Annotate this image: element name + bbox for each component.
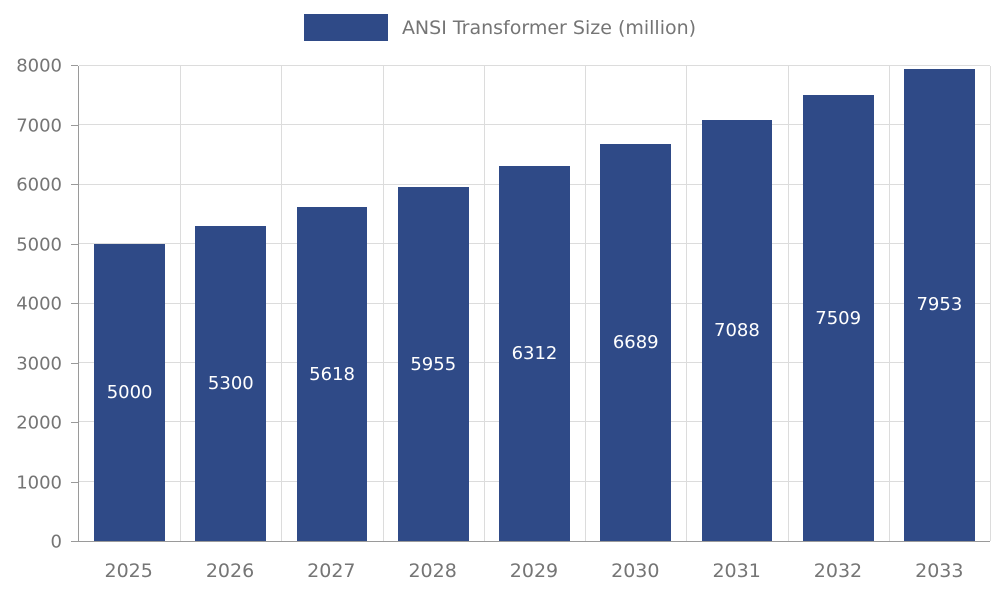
x-axis: 2025 2026 2027 2028 2029 2030 2031 2032 2033 bbox=[78, 550, 990, 592]
y-tick-label: 0 bbox=[50, 531, 62, 553]
bar-band: 7088 bbox=[686, 66, 787, 541]
bar-2028: 5955 bbox=[397, 187, 469, 541]
x-tick-label: 2026 bbox=[205, 560, 255, 582]
v-gridline bbox=[483, 66, 485, 541]
legend-swatch bbox=[303, 14, 388, 41]
y-tick-label: 4000 bbox=[16, 293, 62, 315]
bar-band: 5618 bbox=[281, 66, 382, 541]
bar-band: 7953 bbox=[889, 66, 990, 541]
y-tick-mark bbox=[71, 422, 78, 423]
bar-2030: 6689 bbox=[600, 143, 672, 541]
bar-band: 7509 bbox=[788, 66, 889, 541]
y-tick-label: 2000 bbox=[16, 412, 62, 434]
h-gridline bbox=[79, 65, 990, 66]
bar-2027: 5618 bbox=[296, 207, 368, 541]
h-gridline bbox=[79, 124, 990, 126]
v-gridline bbox=[686, 66, 688, 541]
bar-band: 5955 bbox=[383, 66, 484, 541]
y-tick-mark bbox=[71, 243, 78, 245]
bar-2026: 5300 bbox=[195, 226, 267, 541]
bar-value-label: 5000 bbox=[106, 382, 153, 404]
legend: ANSI Transformer Size (million) bbox=[0, 14, 1000, 41]
y-tick-label: 7000 bbox=[16, 115, 62, 136]
bar-value-label: 6312 bbox=[511, 343, 558, 365]
bar-2031: 7088 bbox=[701, 120, 773, 541]
y-tick-mark bbox=[71, 481, 78, 483]
y-tick-label: 5000 bbox=[16, 234, 62, 255]
v-gridline bbox=[180, 66, 182, 541]
x-tick-label: 2030 bbox=[611, 560, 660, 582]
y-tick-label: 6000 bbox=[16, 174, 62, 196]
y-tick-label: 8000 bbox=[16, 55, 62, 77]
y-tick-mark bbox=[71, 65, 78, 66]
v-gridline bbox=[787, 66, 789, 541]
v-gridline bbox=[382, 66, 384, 541]
x-tick-label: 2027 bbox=[307, 560, 356, 582]
bar-band: 5300 bbox=[180, 66, 281, 541]
y-tick-mark bbox=[71, 303, 78, 304]
bar-band: 6689 bbox=[585, 66, 686, 541]
bar-value-label: 5618 bbox=[309, 363, 355, 385]
bar-2033: 7953 bbox=[903, 68, 975, 541]
x-tick-label: 2029 bbox=[509, 560, 559, 582]
y-tick-mark bbox=[71, 362, 78, 364]
bar-2029: 6312 bbox=[499, 166, 570, 541]
v-gridline bbox=[990, 66, 991, 541]
x-tick-label: 2033 bbox=[915, 560, 964, 582]
bar-value-label: 7088 bbox=[714, 320, 760, 342]
bar-band: 5000 bbox=[79, 66, 180, 541]
bar-value-label: 7509 bbox=[815, 307, 862, 329]
y-tick-mark bbox=[71, 124, 78, 126]
bar-value-label: 6689 bbox=[612, 331, 659, 353]
y-axis: 0 1000 2000 3000 4000 5000 6000 7000 8000 bbox=[0, 56, 78, 553]
v-gridline bbox=[585, 66, 587, 541]
bar-2032: 7509 bbox=[802, 95, 874, 541]
plot-area: 5000 5300 5618 5955 6312 6689 7088 7509 7953 bbox=[78, 65, 991, 542]
bar-value-label: 5300 bbox=[207, 373, 254, 395]
x-tick-label: 2032 bbox=[813, 560, 863, 582]
y-tick-label: 1000 bbox=[16, 472, 62, 493]
bar-value-label: 5955 bbox=[410, 353, 457, 375]
bar-2025: 5000 bbox=[94, 244, 166, 541]
y-tick-mark bbox=[71, 184, 78, 185]
v-gridline bbox=[888, 66, 890, 541]
x-tick-label: 2028 bbox=[408, 560, 457, 582]
chart-title: ANSI Transformer Size (million) bbox=[401, 16, 697, 39]
y-tick-label: 3000 bbox=[16, 353, 62, 374]
v-gridline bbox=[281, 66, 283, 541]
bar-band: 6312 bbox=[484, 66, 585, 541]
x-tick-label: 2025 bbox=[104, 560, 153, 582]
y-tick-mark bbox=[71, 541, 78, 542]
bar-value-label: 7953 bbox=[916, 294, 963, 316]
x-tick-label: 2031 bbox=[712, 560, 761, 582]
